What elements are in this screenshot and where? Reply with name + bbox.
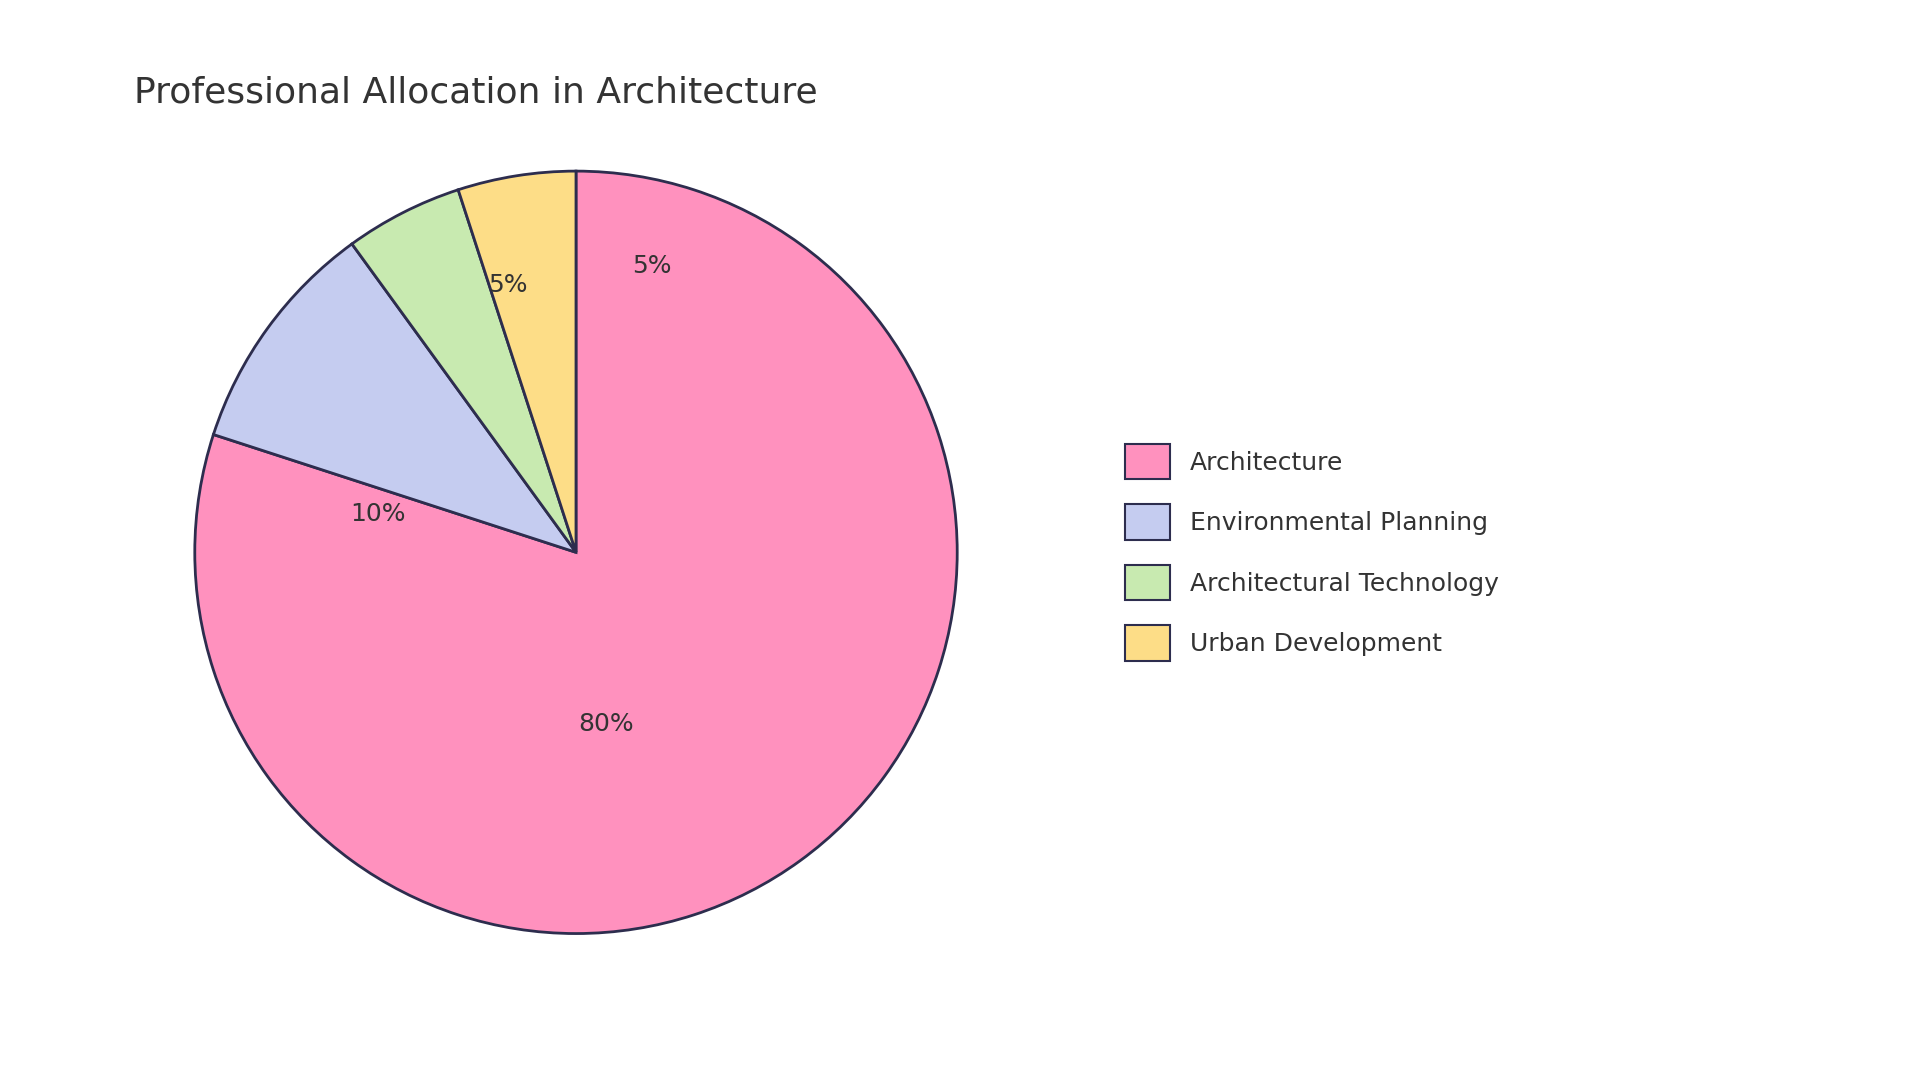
- Wedge shape: [459, 171, 576, 552]
- Wedge shape: [194, 171, 958, 934]
- Legend: Architecture, Environmental Planning, Architectural Technology, Urban Developmen: Architecture, Environmental Planning, Ar…: [1114, 432, 1511, 673]
- Wedge shape: [351, 190, 576, 552]
- Text: 80%: 80%: [578, 712, 634, 735]
- Text: 10%: 10%: [349, 503, 405, 526]
- Wedge shape: [213, 244, 576, 552]
- Text: 5%: 5%: [488, 274, 528, 298]
- Text: 5%: 5%: [632, 255, 672, 278]
- Text: Professional Allocation in Architecture: Professional Allocation in Architecture: [134, 76, 818, 109]
